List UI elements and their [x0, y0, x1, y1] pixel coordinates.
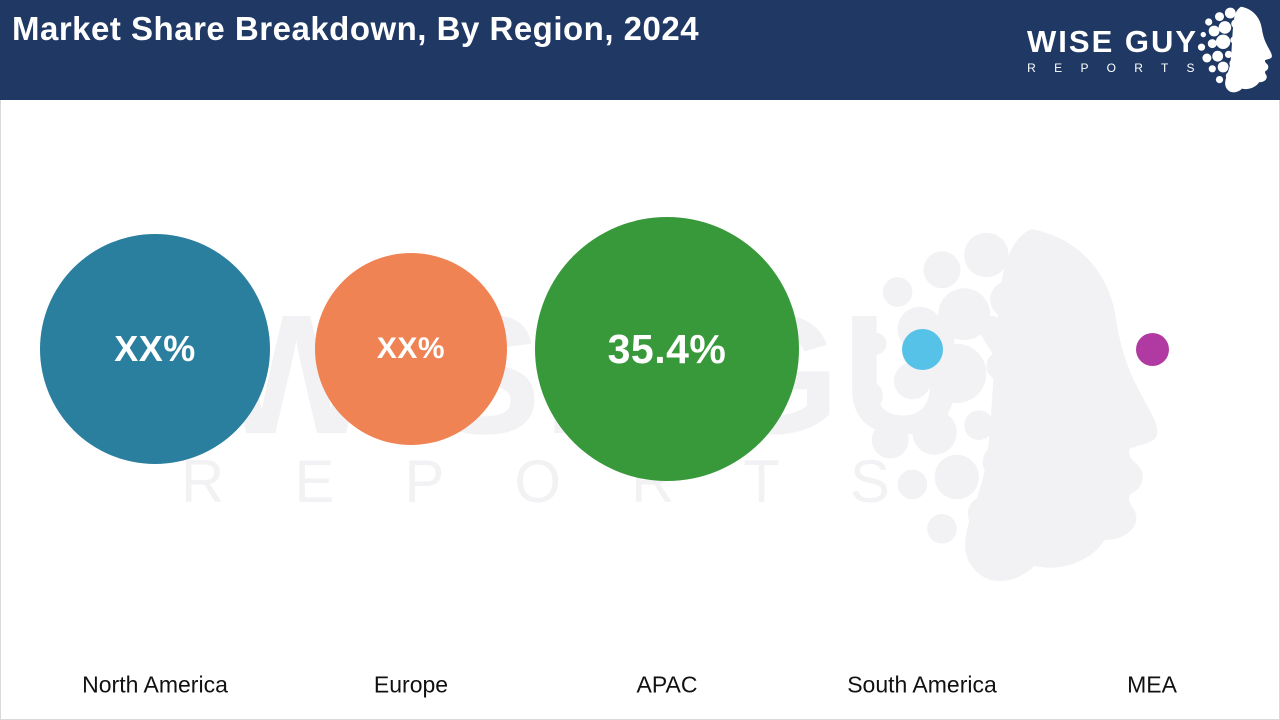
header-bar: Market Share Breakdown, By Region, 2024 … [0, 0, 1280, 100]
bubble-mea [1135, 332, 1169, 366]
category-label-mea: MEA [1127, 671, 1177, 698]
bubble-value: XX% [376, 332, 446, 365]
logo-wordmark: WISE GUY R E P O R T S [1023, 24, 1202, 75]
bubble-europe: XX% [315, 253, 507, 445]
category-label-south-america: South America [847, 671, 997, 698]
bubble-chart: XX% North America XX% Europe 35.4% APAC South … [1, 100, 1280, 719]
category-label-europe: Europe [373, 671, 449, 698]
logo-wordmark-top: WISE GUY [1027, 23, 1199, 59]
chart-area: WISE GUY REPORTS XX%North AmericaXX%Euro… [0, 100, 1280, 720]
bubble-apac: 35.4% [535, 217, 799, 481]
bubble-north-america: XX% [40, 234, 270, 464]
page-title: Market Share Breakdown, By Region, 2024 [12, 10, 700, 47]
logo-wordmark-bottom: R E P O R T S [1027, 60, 1202, 75]
bubble-value: XX% [114, 328, 196, 369]
bubble-value: 35.4% [607, 325, 727, 372]
category-label-apac: APAC [636, 671, 698, 698]
brand-logo: WISE GUY R E P O R T S [1023, 4, 1274, 94]
bubble-south-america [901, 328, 943, 370]
logo-head-icon [1197, 6, 1272, 93]
category-label-north-america: North America [82, 671, 228, 698]
